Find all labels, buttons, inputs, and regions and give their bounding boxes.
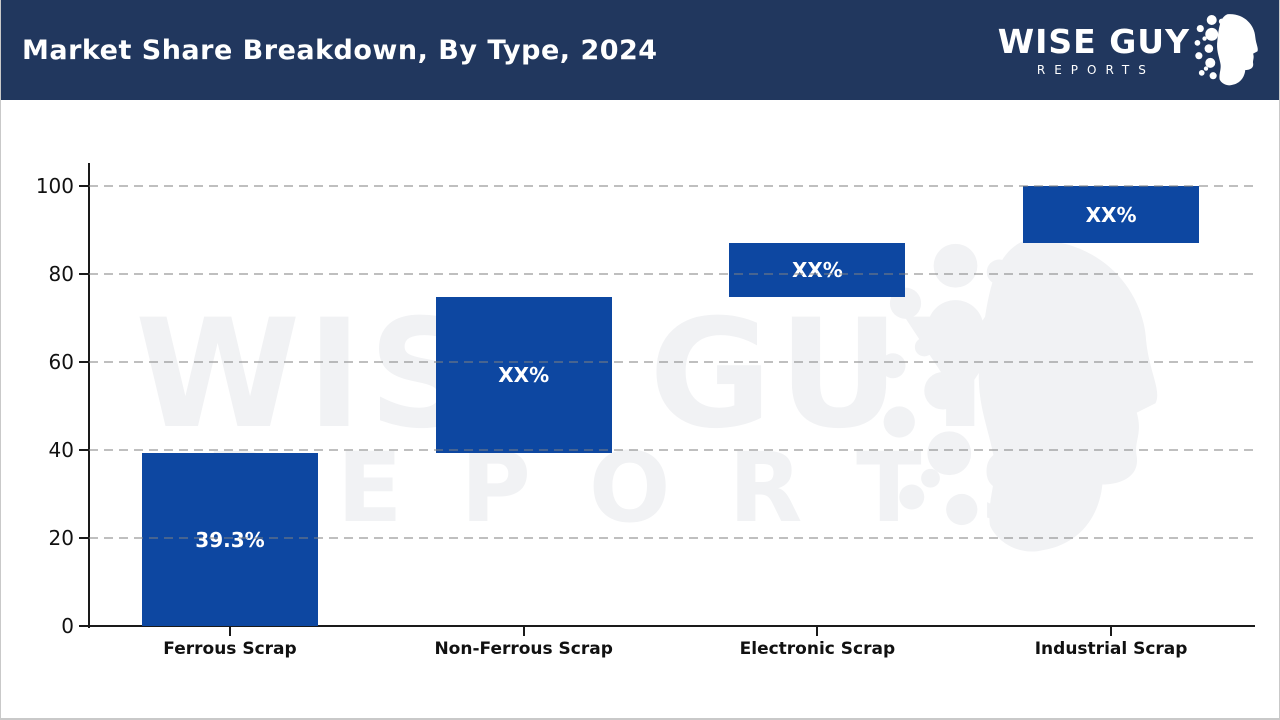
bar-ferrous-scrap: 39.3%: [142, 453, 318, 626]
bar-value-label: XX%: [1085, 202, 1137, 227]
bar-value-label: XX%: [498, 362, 550, 387]
y-axis-tick: [79, 449, 88, 451]
y-axis-tick-label: 80: [48, 262, 74, 286]
x-axis-category-label: Industrial Scrap: [1034, 639, 1188, 659]
watermark-head-graphic: [880, 240, 1158, 552]
y-axis-tick: [79, 185, 88, 187]
y-axis-tick-label: 60: [48, 350, 74, 374]
bar-value-label: 39.3%: [195, 527, 265, 552]
logo-wise-guy-text: WISE GUY: [997, 22, 1190, 61]
y-gridline: [89, 185, 1258, 187]
y-axis-tick: [79, 625, 88, 627]
x-axis-line: [88, 625, 1255, 627]
x-axis-category-label: Ferrous Scrap: [163, 639, 297, 659]
x-axis-category-label: Electronic Scrap: [739, 639, 896, 659]
logo-reports-text: REPORTS: [1036, 63, 1155, 77]
y-gridline: [89, 449, 1258, 451]
chart-title: Market Share Breakdown, By Type, 2024: [22, 34, 658, 66]
x-axis-tick: [816, 627, 819, 636]
x-axis-tick: [522, 627, 525, 636]
x-axis-tick: [1110, 627, 1113, 636]
y-axis-tick-label: 100: [35, 174, 74, 198]
y-axis-line: [88, 163, 90, 628]
x-axis-tick: [229, 627, 231, 636]
bar-non-ferrous-scrap: XX%: [435, 296, 612, 454]
y-axis-tick: [79, 537, 88, 539]
y-gridline: [89, 537, 1258, 539]
bar-industrial-scrap: XX%: [1023, 186, 1200, 244]
y-axis-tick-label: 0: [61, 614, 74, 638]
bar-electronic-scrap: XX%: [729, 243, 906, 297]
y-axis-tick: [79, 361, 88, 363]
wise-guy-reports-logo: WISE GUY REPORTS: [998, 8, 1262, 92]
bar-value-label: XX%: [791, 258, 843, 283]
logo-head-icon: [1194, 14, 1258, 86]
y-gridline: [89, 273, 1258, 275]
y-axis-tick-label: 20: [48, 526, 74, 550]
y-gridline: [89, 361, 1258, 363]
y-axis-tick: [79, 273, 88, 275]
x-axis-category-label: Non-Ferrous Scrap: [434, 639, 613, 659]
y-axis-tick-label: 40: [48, 438, 74, 462]
logo-text: WISE GUY REPORTS: [998, 22, 1190, 77]
header-bar: Market Share Breakdown, By Type, 2024 WI…: [0, 0, 1280, 100]
